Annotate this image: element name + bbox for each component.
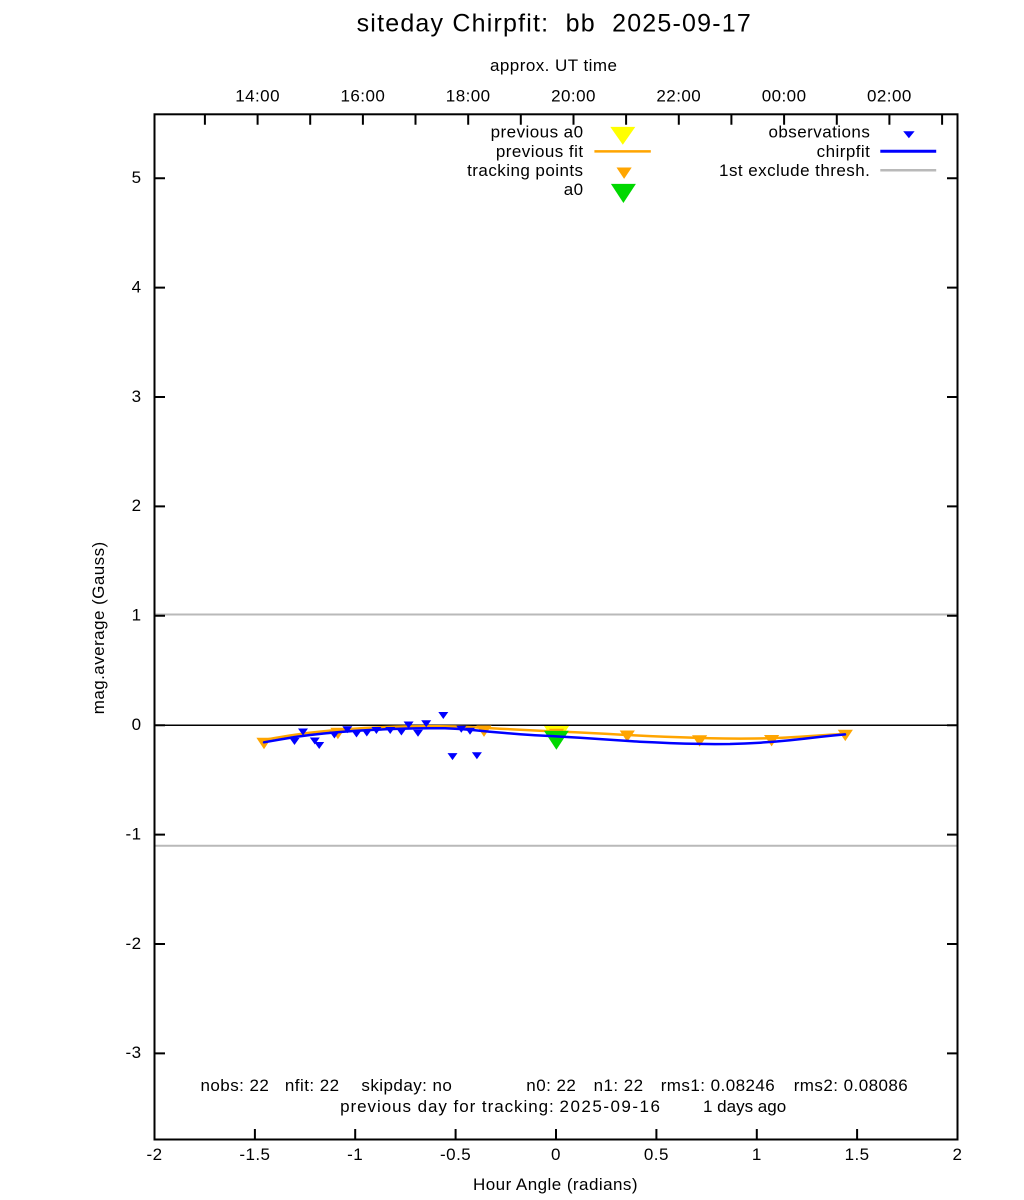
svg-text:observations: observations [769, 123, 871, 142]
svg-text:n0: 22: n0: 22 [526, 1076, 576, 1095]
svg-text:-2: -2 [125, 934, 141, 953]
svg-text:a0: a0 [564, 180, 584, 199]
svg-text:2: 2 [132, 496, 142, 515]
svg-text:-2: -2 [146, 1145, 162, 1164]
svg-text:rms1: 0.08246: rms1: 0.08246 [661, 1076, 776, 1095]
svg-text:0: 0 [551, 1145, 561, 1164]
svg-text:previous a0: previous a0 [491, 123, 584, 142]
svg-text:00:00: 00:00 [762, 87, 807, 106]
svg-text:-1.5: -1.5 [239, 1145, 270, 1164]
svg-text:1: 1 [752, 1145, 762, 1164]
svg-text:nobs: 22: nobs: 22 [201, 1076, 270, 1095]
svg-text:n1: 22: n1: 22 [594, 1076, 644, 1095]
svg-text:3: 3 [132, 387, 142, 406]
svg-text:4: 4 [132, 277, 142, 296]
svg-text:02:00: 02:00 [867, 87, 912, 106]
svg-text:-3: -3 [125, 1043, 141, 1062]
svg-text:5: 5 [132, 168, 142, 187]
svg-text:18:00: 18:00 [446, 87, 491, 106]
svg-text:tracking points: tracking points [467, 161, 583, 180]
svg-text:1.5: 1.5 [845, 1145, 870, 1164]
svg-text:-0.5: -0.5 [440, 1145, 471, 1164]
svg-text:16:00: 16:00 [341, 87, 386, 106]
svg-text:rms2: 0.08086: rms2: 0.08086 [794, 1076, 909, 1095]
svg-text:1 days ago: 1 days ago [703, 1097, 786, 1116]
svg-text:2: 2 [953, 1145, 963, 1164]
svg-text:approx. UT time: approx. UT time [490, 56, 617, 75]
svg-text:-1: -1 [347, 1145, 363, 1164]
svg-text:Hour Angle (radians): Hour Angle (radians) [473, 1175, 638, 1194]
svg-text:siteday Chirpfit: bb 2025-09: siteday Chirpfit: bb 2025-09-17 [357, 10, 752, 38]
svg-text:skipday: no: skipday: no [361, 1076, 452, 1095]
svg-text:0.5: 0.5 [644, 1145, 669, 1164]
svg-text:-1: -1 [125, 824, 141, 843]
svg-text:22:00: 22:00 [656, 87, 701, 106]
svg-text:mag.average (Gauss): mag.average (Gauss) [89, 541, 108, 714]
svg-text:nfit: 22: nfit: 22 [285, 1076, 340, 1095]
svg-text:previous fit: previous fit [496, 142, 584, 161]
svg-text:1st exclude thresh.: 1st exclude thresh. [719, 161, 870, 180]
svg-text:2025-09-16: 2025-09-16 [560, 1097, 662, 1116]
svg-text:0: 0 [132, 715, 142, 734]
svg-text:1: 1 [132, 606, 142, 625]
svg-text:previous day for tracking:: previous day for tracking: [340, 1097, 555, 1116]
svg-text:14:00: 14:00 [235, 87, 280, 106]
svg-text:20:00: 20:00 [551, 87, 596, 106]
svg-text:chirpfit: chirpfit [817, 142, 871, 161]
